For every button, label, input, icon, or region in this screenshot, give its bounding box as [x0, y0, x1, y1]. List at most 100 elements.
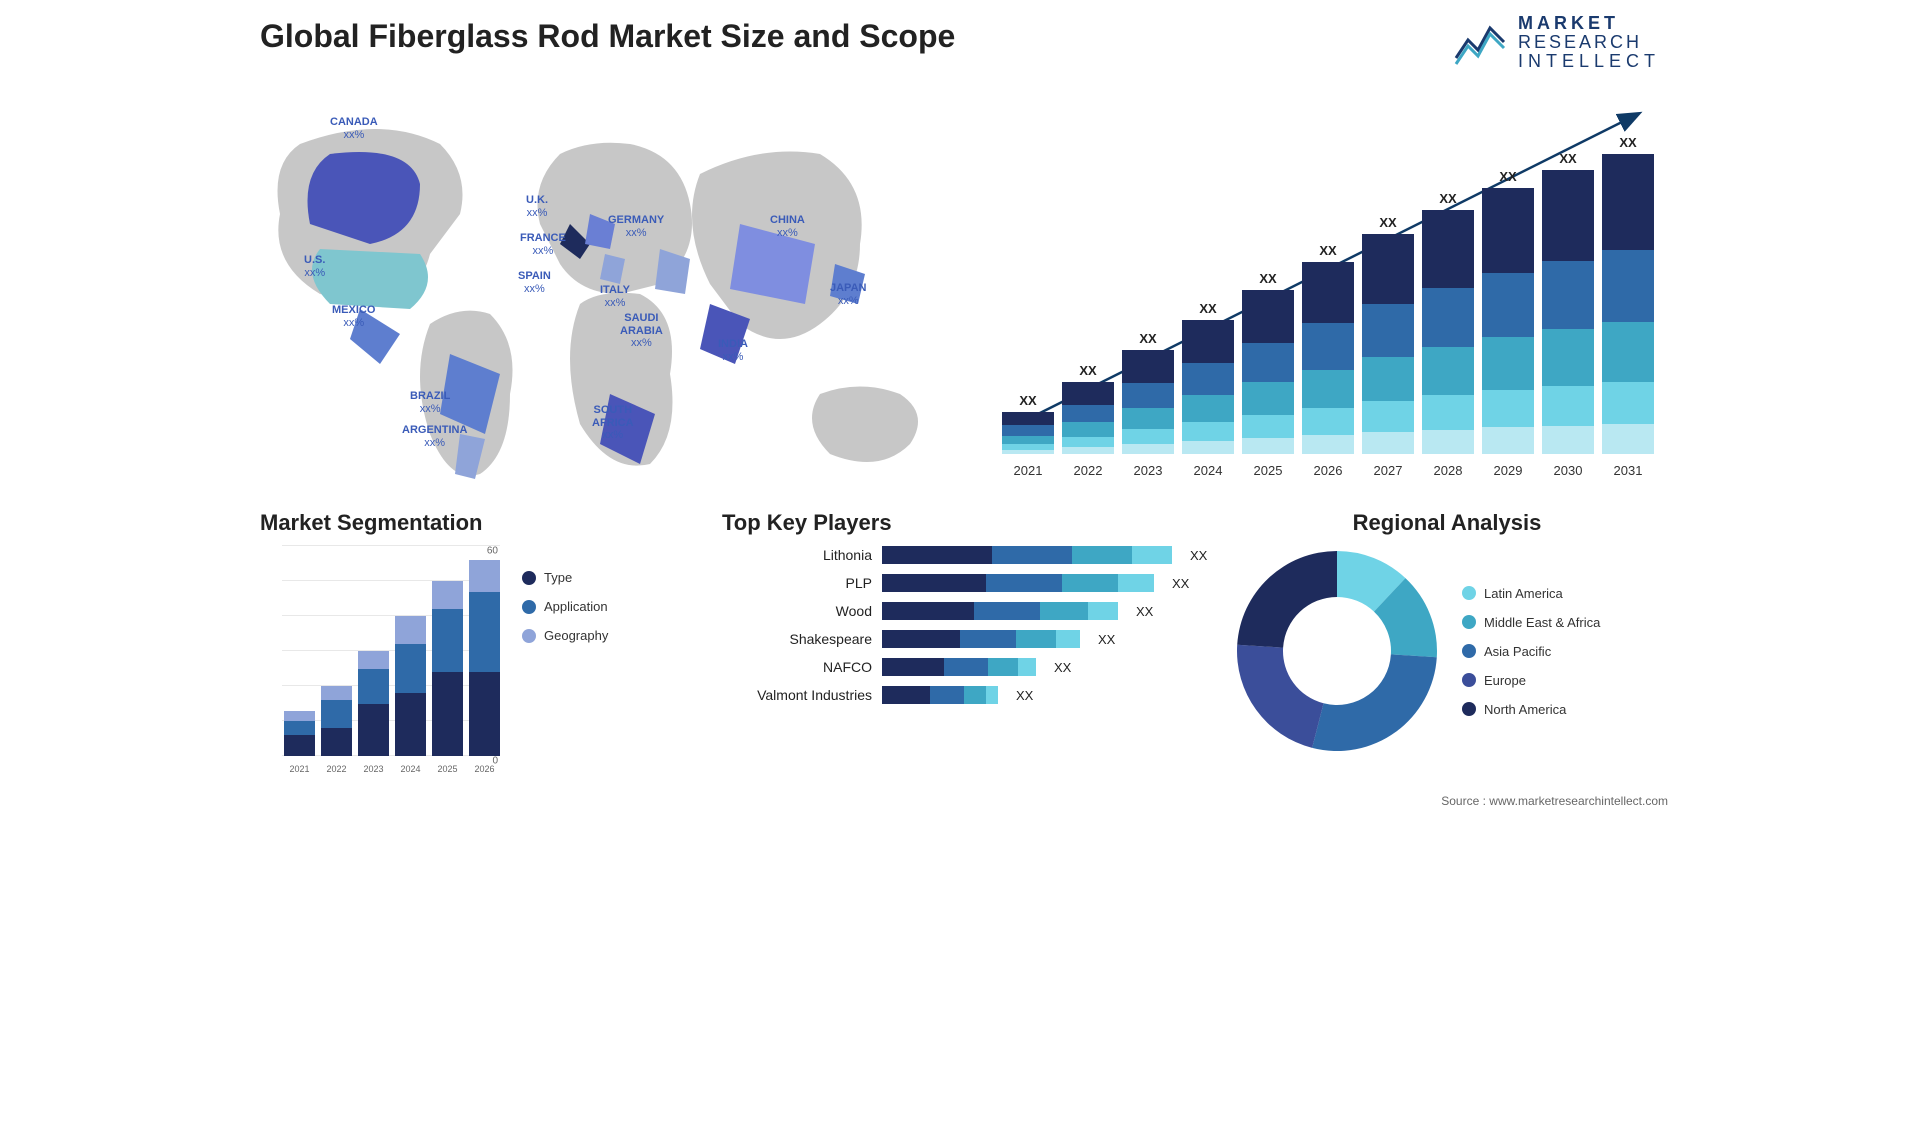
player-row: PLP XX: [722, 574, 1212, 592]
map-country-label: ITALYxx%: [600, 284, 630, 309]
year-bar: XX: [1362, 215, 1414, 454]
map-country-label: SOUTHAFRICAxx%: [592, 404, 634, 442]
year-bar: XX: [1602, 135, 1654, 454]
player-name: Wood: [722, 603, 872, 619]
segmentation-chart: 0102030405060202120222023202420252026: [260, 546, 500, 776]
year-bar: XX: [1482, 169, 1534, 454]
source-attribution: Source : www.marketresearchintellect.com: [1441, 794, 1668, 808]
player-bar: [882, 630, 1080, 648]
bar-value-label: XX: [1379, 215, 1396, 230]
player-value: XX: [1016, 688, 1033, 703]
logo-line1: MARKET: [1518, 14, 1660, 33]
seg-bar: [358, 651, 389, 756]
world-map: CANADAxx%U.S.xx%MEXICOxx%BRAZILxx%ARGENT…: [260, 94, 960, 494]
key-players-title: Top Key Players: [722, 510, 1212, 536]
year-bar: XX: [1002, 393, 1054, 454]
map-country-label: SPAINxx%: [518, 270, 551, 295]
bar-value-label: XX: [1079, 363, 1096, 378]
legend-item: Middle East & Africa: [1462, 615, 1600, 630]
main-bar-chart: XX XX XX XX XX XX XX XX XX XX XX 2021 2022 2023 2024 2…: [998, 94, 1658, 484]
bar-value-label: XX: [1499, 169, 1516, 184]
seg-xlabel: 2021: [284, 764, 315, 774]
year-axis-label: 2024: [1182, 463, 1234, 478]
player-value: XX: [1136, 604, 1153, 619]
year-axis-label: 2028: [1422, 463, 1474, 478]
player-name: Lithonia: [722, 547, 872, 563]
year-axis-label: 2030: [1542, 463, 1594, 478]
bar-value-label: XX: [1319, 243, 1336, 258]
player-bar: [882, 574, 1154, 592]
year-axis-label: 2023: [1122, 463, 1174, 478]
seg-bar: [395, 616, 426, 756]
legend-item: North America: [1462, 702, 1600, 717]
year-bar: XX: [1242, 271, 1294, 454]
player-value: XX: [1054, 660, 1071, 675]
player-bar: [882, 686, 998, 704]
segmentation-legend: TypeApplicationGeography: [522, 546, 608, 776]
player-row: Valmont Industries XX: [722, 686, 1212, 704]
map-country-label: MEXICOxx%: [332, 304, 375, 329]
player-row: LithoniaXX: [722, 546, 1212, 564]
logo-icon: [1454, 18, 1510, 66]
year-axis-label: 2022: [1062, 463, 1114, 478]
player-value: XX: [1172, 576, 1189, 591]
seg-bar: [284, 711, 315, 757]
player-bar: [882, 658, 1036, 676]
bar-value-label: XX: [1199, 301, 1216, 316]
regional-title: Regional Analysis: [1232, 510, 1662, 536]
brand-logo: MARKET RESEARCH INTELLECT: [1454, 14, 1660, 71]
player-name: Valmont Industries: [722, 687, 872, 703]
donut-slice: [1237, 645, 1324, 748]
segmentation-panel: Market Segmentation 01020304050602021202…: [260, 510, 680, 776]
legend-item: Geography: [522, 628, 608, 643]
player-row: Shakespeare XX: [722, 630, 1212, 648]
map-country-label: U.S.xx%: [304, 254, 325, 279]
year-axis-label: 2025: [1242, 463, 1294, 478]
player-name: Shakespeare: [722, 631, 872, 647]
map-country-label: U.K.xx%: [526, 194, 548, 219]
bar-value-label: XX: [1019, 393, 1036, 408]
player-bar: [882, 546, 1172, 564]
legend-item: Type: [522, 570, 608, 585]
regional-panel: Regional Analysis Latin AmericaMiddle Ea…: [1232, 510, 1662, 756]
year-axis-label: 2026: [1302, 463, 1354, 478]
legend-item: Europe: [1462, 673, 1600, 688]
seg-xlabel: 2025: [432, 764, 463, 774]
map-country-label: GERMANYxx%: [608, 214, 664, 239]
logo-line3: INTELLECT: [1518, 52, 1660, 71]
player-row: NAFCO XX: [722, 658, 1212, 676]
map-country-label: CHINAxx%: [770, 214, 805, 239]
map-country-label: CANADAxx%: [330, 116, 378, 141]
seg-xlabel: 2023: [358, 764, 389, 774]
year-bar: XX: [1422, 191, 1474, 454]
map-country-label: FRANCExx%: [520, 232, 566, 257]
player-row: Wood XX: [722, 602, 1212, 620]
donut-slice: [1237, 551, 1337, 648]
key-players-panel: Top Key Players LithoniaXXPLPXXWoodXXSha…: [722, 510, 1212, 704]
year-axis-label: 2021: [1002, 463, 1054, 478]
player-name: NAFCO: [722, 659, 872, 675]
year-bar: XX: [1542, 151, 1594, 454]
map-country-label: BRAZILxx%: [410, 390, 450, 415]
seg-bar: [321, 686, 352, 756]
year-bar: XX: [1062, 363, 1114, 454]
key-players-chart: LithoniaXXPLPXXWoodXXShakespeareXXNAFCOX…: [722, 546, 1212, 704]
logo-line2: RESEARCH: [1518, 33, 1660, 52]
seg-xlabel: 2022: [321, 764, 352, 774]
player-value: XX: [1098, 632, 1115, 647]
year-axis-label: 2031: [1602, 463, 1654, 478]
bar-value-label: XX: [1619, 135, 1636, 150]
seg-xlabel: 2026: [469, 764, 500, 774]
bar-value-label: XX: [1139, 331, 1156, 346]
regional-legend: Latin AmericaMiddle East & AfricaAsia Pa…: [1462, 586, 1600, 717]
year-bar: XX: [1182, 301, 1234, 454]
map-country-label: SAUDIARABIAxx%: [620, 312, 663, 350]
year-bar: XX: [1122, 331, 1174, 454]
player-name: PLP: [722, 575, 872, 591]
year-axis-label: 2027: [1362, 463, 1414, 478]
bar-value-label: XX: [1259, 271, 1276, 286]
page-title: Global Fiberglass Rod Market Size and Sc…: [260, 18, 955, 55]
map-country-label: INDIAxx%: [718, 338, 748, 363]
year-axis-label: 2029: [1482, 463, 1534, 478]
seg-xlabel: 2024: [395, 764, 426, 774]
